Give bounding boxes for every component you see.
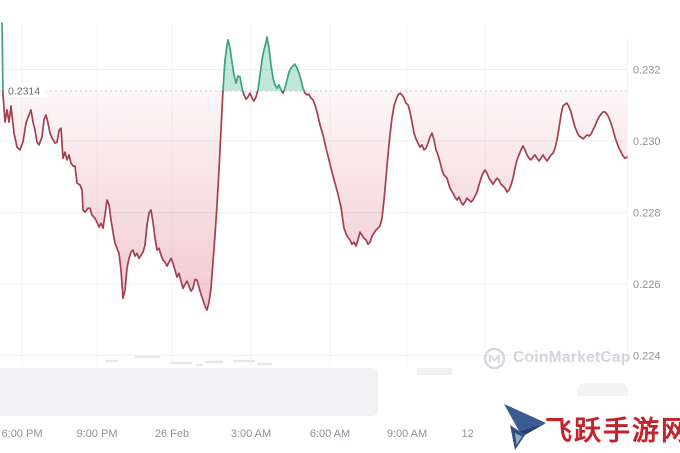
baseline-label: 0.2314 bbox=[8, 86, 40, 98]
plot-area[interactable] bbox=[0, 0, 628, 365]
baseline-label-bg bbox=[4, 83, 46, 97]
y-tick-label: 0.228 bbox=[633, 208, 661, 220]
x-tick-label: 6:00 AM bbox=[310, 428, 350, 440]
paper-plane-icon bbox=[504, 404, 546, 450]
site-watermark-text: 飞跃手游网 bbox=[545, 416, 680, 446]
price-area-above-baseline bbox=[2, 23, 305, 91]
x-tick-label: 9:00 AM bbox=[387, 428, 427, 440]
price-area-below-baseline bbox=[2, 90, 627, 311]
y-tick-label: 0.232 bbox=[633, 65, 661, 77]
y-tick-label: 0.226 bbox=[633, 279, 661, 291]
y-tick-label: 0.224 bbox=[633, 351, 661, 363]
y-tick-label: 0.230 bbox=[633, 136, 661, 148]
coinmarketcap-watermark: CoinMarketCap bbox=[483, 345, 631, 371]
coinmarketcap-watermark-text: CoinMarketCap bbox=[513, 349, 631, 366]
x-tick-label: 9:00 PM bbox=[77, 428, 118, 440]
y-axis-labels: 0.232 0.230 0.228 0.226 0.224 bbox=[633, 65, 661, 363]
scrubber-band-fragment bbox=[417, 368, 452, 375]
x-tick-label: 26 Feb bbox=[155, 428, 189, 440]
range-scrubber[interactable] bbox=[0, 368, 378, 416]
site-watermark: 飞跃手游网 bbox=[474, 396, 680, 453]
x-tick-label: 6:00 PM bbox=[2, 428, 43, 440]
coinmarketcap-logo-icon bbox=[483, 347, 506, 369]
scrubber-minichart-fragments bbox=[105, 355, 272, 367]
x-tick-label: 3:00 AM bbox=[231, 428, 271, 440]
x-axis-labels: 6:00 PM 9:00 PM 26 Feb 3:00 AM 6:00 AM 9:00 A… bbox=[2, 428, 509, 440]
price-line-down bbox=[2, 90, 628, 311]
